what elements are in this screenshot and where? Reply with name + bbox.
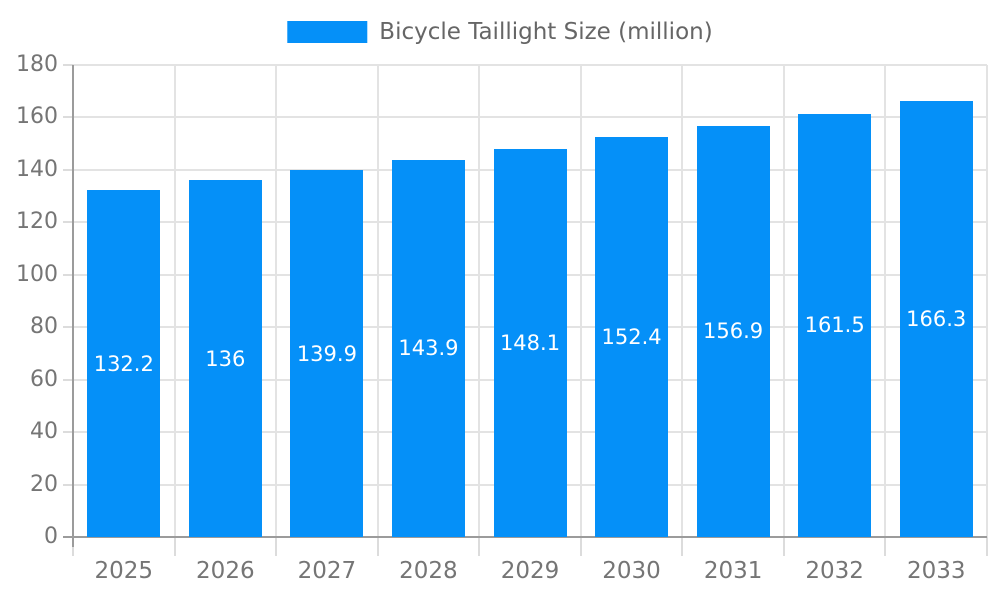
y-tick-mark: [63, 168, 73, 171]
x-gridline: [376, 65, 379, 537]
x-gridline: [782, 65, 785, 537]
x-tick-mark: [579, 537, 582, 556]
x-tick-mark: [782, 537, 785, 556]
bar-2029: [493, 148, 567, 537]
x-axis-label: 2033: [906, 558, 966, 584]
bar-value-label: 152.4: [601, 325, 662, 350]
y-tick-mark: [63, 221, 73, 224]
y-axis-label: 120: [16, 209, 58, 235]
bar-value-label: 139.9: [296, 341, 357, 366]
x-axis-label: 2032: [805, 558, 864, 584]
x-axis-label: 2029: [500, 558, 560, 584]
x-tick-mark: [884, 537, 887, 556]
x-tick-mark: [376, 537, 379, 556]
y-tick-mark: [63, 378, 73, 381]
bar-value-label: 161.5: [804, 313, 865, 338]
bar-2025: [87, 190, 161, 537]
x-gridline: [884, 65, 887, 537]
bar-value-label: 148.1: [499, 330, 561, 355]
y-tick-mark: [63, 483, 73, 486]
x-axis-line: [63, 536, 987, 538]
bar-2028: [391, 159, 465, 537]
y-tick-mark: [63, 326, 73, 329]
bar-value-label: 166.3: [906, 306, 967, 331]
y-axis-label: 0: [44, 524, 58, 549]
bar-2027: [290, 170, 364, 537]
bar-value-label: 132.2: [93, 351, 154, 376]
x-gridline: [681, 65, 684, 537]
x-gridline: [579, 65, 582, 537]
bar-2031: [696, 125, 770, 537]
y-axis-label: 40: [30, 419, 58, 445]
bar-2026: [188, 180, 262, 537]
chart-legend[interactable]: Bicycle Taillight Size (million): [287, 19, 713, 45]
y-tick-mark: [63, 64, 73, 66]
x-axis-label: 2026: [196, 558, 255, 584]
x-axis-label: 2025: [94, 558, 154, 584]
x-tick-mark: [986, 537, 988, 556]
y-axis-line: [72, 65, 74, 547]
y-axis-label: 160: [16, 104, 58, 130]
x-gridline: [986, 65, 988, 537]
bar-2030: [595, 137, 669, 537]
x-axis-label: 2028: [399, 558, 458, 584]
bar-2033: [899, 100, 973, 537]
bar-2032: [798, 113, 872, 537]
y-axis-label: 140: [16, 156, 58, 182]
y-axis-label: 180: [16, 52, 58, 77]
y-gridline: [73, 116, 987, 119]
x-gridline: [478, 65, 481, 537]
y-tick-mark: [63, 116, 73, 119]
x-axis-label: 2027: [297, 558, 357, 584]
y-axis-label: 60: [30, 366, 58, 392]
x-gridline: [173, 65, 176, 537]
y-tick-mark: [63, 431, 73, 434]
bar-value-label: 136: [205, 346, 246, 371]
y-gridline: [73, 64, 987, 66]
y-axis-label: 80: [30, 314, 58, 340]
y-tick-mark: [63, 273, 73, 276]
bar-value-label: 143.9: [398, 336, 459, 361]
legend-swatch-icon: [287, 21, 368, 43]
x-tick-mark: [681, 537, 684, 556]
y-axis-label: 100: [16, 261, 58, 287]
x-axis-label: 2031: [703, 558, 763, 584]
y-axis-label: 20: [30, 471, 58, 497]
x-gridline: [275, 65, 278, 537]
x-axis-label: 2030: [602, 558, 661, 584]
x-tick-mark: [275, 537, 278, 556]
x-tick-mark: [173, 537, 176, 556]
x-tick-mark: [478, 537, 481, 556]
legend-label: Bicycle Taillight Size (million): [379, 19, 713, 45]
bar-value-label: 156.9: [703, 319, 764, 344]
